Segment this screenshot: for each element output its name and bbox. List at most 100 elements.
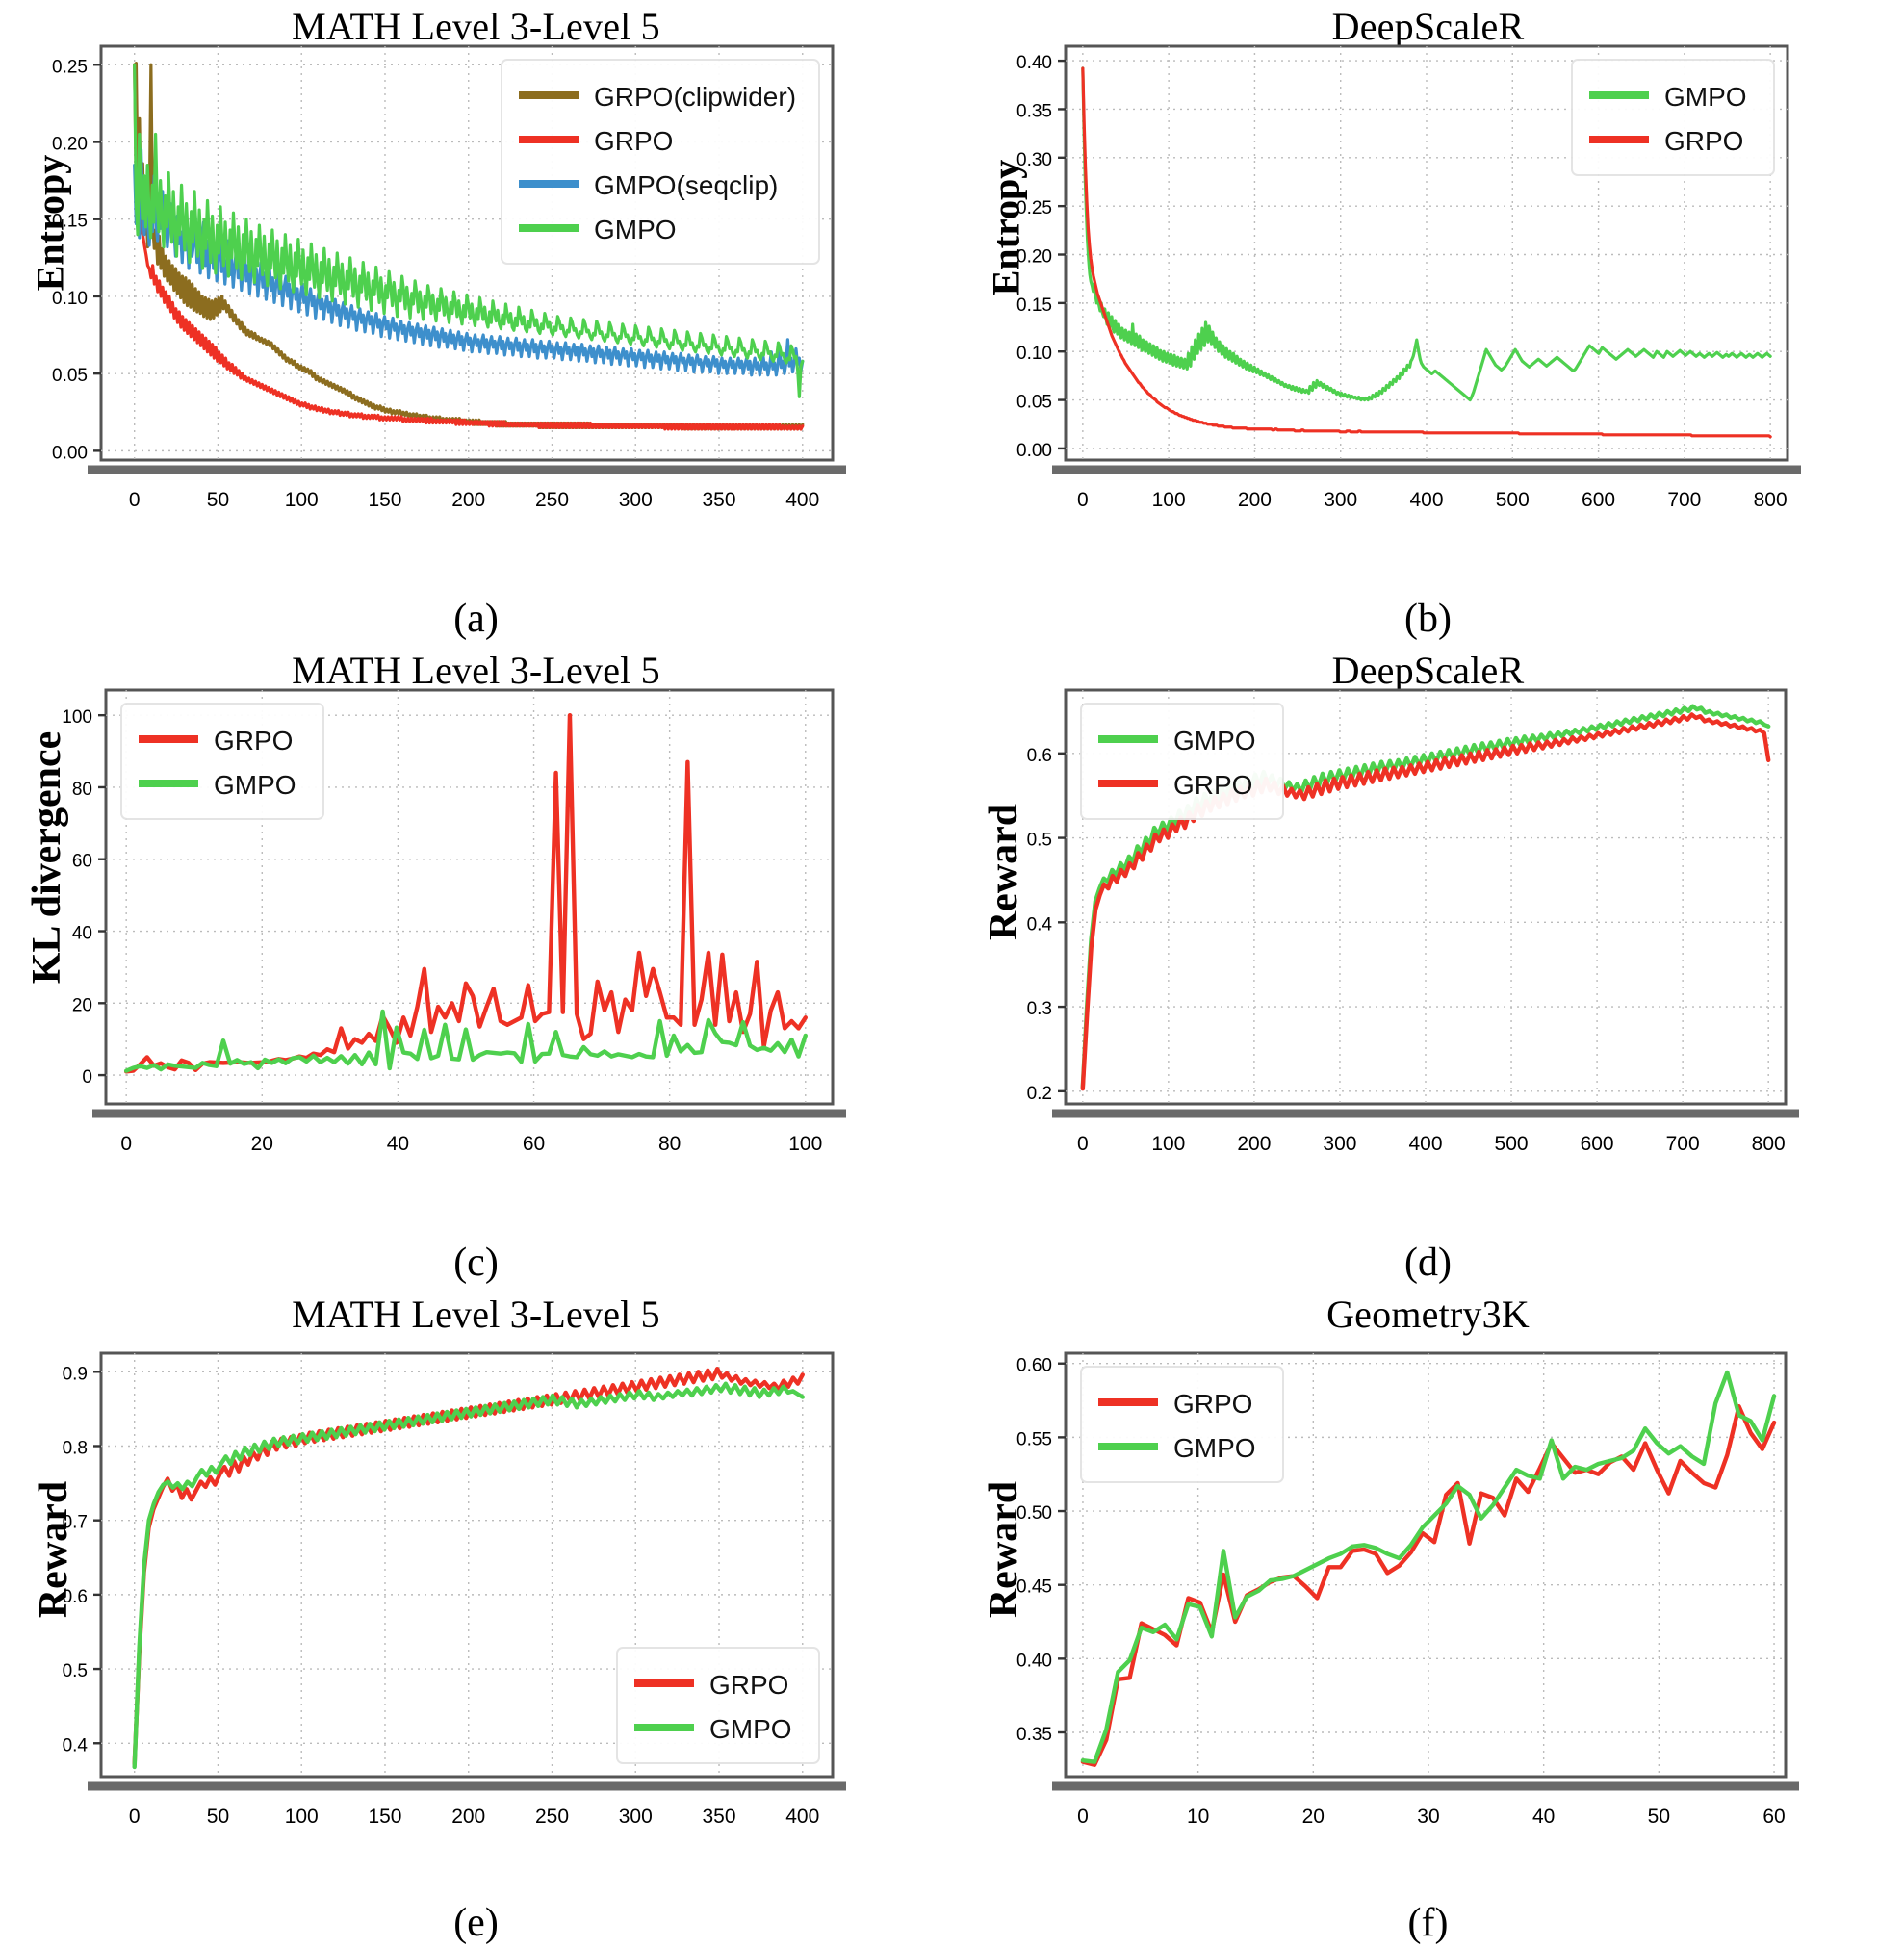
svg-text:150: 150 — [368, 489, 401, 511]
panel-c-title: MATH Level 3-Level 5 — [292, 649, 660, 692]
svg-text:500: 500 — [1496, 489, 1530, 511]
svg-text:0.25: 0.25 — [1016, 198, 1052, 218]
svg-text:350: 350 — [702, 489, 735, 511]
svg-text:GRPO: GRPO — [1664, 126, 1743, 156]
svg-text:0.05: 0.05 — [1016, 393, 1052, 413]
svg-text:100: 100 — [1152, 489, 1186, 511]
panel-f-caption: (f) — [1407, 1901, 1449, 1945]
svg-text:80: 80 — [658, 1133, 681, 1155]
svg-text:0.15: 0.15 — [52, 212, 88, 232]
svg-text:200: 200 — [1238, 489, 1272, 511]
svg-text:0.00: 0.00 — [1016, 441, 1052, 461]
svg-text:GRPO: GRPO — [1173, 1389, 1252, 1419]
svg-text:800: 800 — [1754, 489, 1788, 511]
svg-text:GMPO: GMPO — [1173, 1433, 1256, 1463]
svg-text:350: 350 — [702, 1806, 735, 1828]
svg-text:700: 700 — [1666, 1133, 1700, 1155]
svg-text:0.30: 0.30 — [1016, 150, 1052, 170]
svg-text:0.5: 0.5 — [63, 1661, 88, 1681]
panel-b: DeepScaleR Entropy 0.00 0.05 0.10 0.15 0.20 0… — [952, 0, 1904, 644]
svg-text:300: 300 — [1324, 489, 1357, 511]
svg-text:0.40: 0.40 — [1016, 1651, 1052, 1671]
svg-text:60: 60 — [523, 1133, 545, 1155]
svg-text:0.60: 0.60 — [1016, 1356, 1052, 1376]
svg-text:0.10: 0.10 — [52, 289, 88, 309]
svg-text:600: 600 — [1581, 1133, 1614, 1155]
panel-c-plot: 0 20 40 60 80 100 0 20 40 60 80 100 GRPO GMPO — [10, 680, 862, 1181]
svg-text:0.55: 0.55 — [1016, 1429, 1052, 1449]
panel-a-plot: 0.00 0.05 0.10 0.15 0.20 0.25 0 50 100 150 200 250 3… — [10, 37, 862, 537]
svg-text:150: 150 — [368, 1806, 401, 1828]
svg-text:60: 60 — [1762, 1806, 1785, 1828]
panel-c: MATH Level 3-Level 5 KL divergence 0 20 40… — [0, 644, 952, 1288]
panel-d-title: DeepScaleR — [1331, 649, 1525, 692]
svg-text:0.00: 0.00 — [52, 443, 88, 463]
svg-text:0: 0 — [1077, 1133, 1089, 1155]
svg-text:400: 400 — [1408, 1133, 1442, 1155]
panel-f-title: Geometry3K — [1326, 1293, 1530, 1336]
svg-text:GMPO: GMPO — [1664, 82, 1747, 112]
svg-text:0.20: 0.20 — [1016, 247, 1052, 268]
svg-text:GMPO: GMPO — [709, 1714, 792, 1744]
panel-a-title: MATH Level 3-Level 5 — [292, 5, 660, 48]
svg-text:250: 250 — [535, 489, 569, 511]
svg-text:250: 250 — [535, 1806, 569, 1828]
svg-text:0.35: 0.35 — [1016, 101, 1052, 121]
svg-text:0: 0 — [129, 489, 141, 511]
svg-text:200: 200 — [451, 1806, 485, 1828]
svg-text:GRPO: GRPO — [709, 1670, 788, 1700]
panel-f: Geometry3K Reward 0.35 0.40 0.45 0.50 0.55 0.… — [952, 1288, 1904, 1948]
svg-text:0.8: 0.8 — [63, 1438, 88, 1458]
svg-text:50: 50 — [1648, 1806, 1670, 1828]
svg-text:0.05: 0.05 — [52, 366, 88, 386]
svg-text:40: 40 — [1532, 1806, 1555, 1828]
svg-text:400: 400 — [785, 1806, 819, 1828]
svg-text:GMPO: GMPO — [594, 215, 677, 244]
panel-d: DeepScaleR Reward 0.2 0.3 0.4 0.5 0.6 0 100 200… — [952, 644, 1904, 1288]
svg-text:0.4: 0.4 — [1027, 914, 1053, 935]
svg-text:0.35: 0.35 — [1016, 1725, 1052, 1745]
svg-text:100: 100 — [62, 707, 92, 728]
svg-text:20: 20 — [72, 995, 92, 1015]
svg-text:300: 300 — [1323, 1133, 1356, 1155]
svg-text:GRPO: GRPO — [1173, 770, 1252, 800]
svg-text:0.45: 0.45 — [1016, 1577, 1052, 1598]
svg-text:0.20: 0.20 — [52, 134, 88, 154]
svg-text:80: 80 — [72, 780, 92, 800]
svg-text:10: 10 — [1187, 1806, 1209, 1828]
svg-text:400: 400 — [785, 489, 819, 511]
svg-text:0: 0 — [82, 1067, 92, 1088]
svg-text:0.5: 0.5 — [1027, 831, 1052, 851]
panel-d-caption: (d) — [1404, 1241, 1452, 1285]
svg-text:0.15: 0.15 — [1016, 295, 1052, 316]
svg-text:100: 100 — [788, 1133, 822, 1155]
svg-text:0: 0 — [120, 1133, 132, 1155]
panel-d-plot: 0.2 0.3 0.4 0.5 0.6 0 100 200 300 400 500 600 700 800… — [962, 680, 1814, 1181]
svg-text:0: 0 — [129, 1806, 141, 1828]
svg-text:0.4: 0.4 — [63, 1735, 89, 1756]
panel-b-plot: 0.00 0.05 0.10 0.15 0.20 0.25 0.30 0.35 0.40 0 100… — [962, 37, 1816, 537]
svg-text:0.6: 0.6 — [1027, 746, 1052, 766]
svg-text:100: 100 — [285, 489, 319, 511]
panel-c-caption: (c) — [453, 1241, 499, 1285]
svg-text:GMPO: GMPO — [1173, 726, 1256, 756]
svg-text:30: 30 — [1417, 1806, 1439, 1828]
svg-text:40: 40 — [72, 924, 92, 944]
svg-text:0.3: 0.3 — [1027, 999, 1052, 1019]
svg-text:700: 700 — [1667, 489, 1701, 511]
svg-text:GRPO: GRPO — [214, 726, 293, 756]
svg-text:GMPO: GMPO — [214, 770, 296, 800]
svg-text:500: 500 — [1495, 1133, 1529, 1155]
svg-text:50: 50 — [207, 489, 229, 511]
svg-text:50: 50 — [207, 1806, 229, 1828]
svg-text:20: 20 — [251, 1133, 273, 1155]
svg-text:300: 300 — [619, 489, 653, 511]
svg-text:200: 200 — [451, 489, 485, 511]
svg-text:0.25: 0.25 — [52, 57, 88, 77]
svg-text:0.40: 0.40 — [1016, 53, 1052, 73]
svg-text:200: 200 — [1237, 1133, 1271, 1155]
panel-f-plot: 0.35 0.40 0.45 0.50 0.55 0.60 0 10 20 30 40 50 60 GRP… — [962, 1344, 1814, 1854]
panel-e-caption: (e) — [453, 1901, 499, 1945]
svg-text:0.50: 0.50 — [1016, 1503, 1052, 1524]
